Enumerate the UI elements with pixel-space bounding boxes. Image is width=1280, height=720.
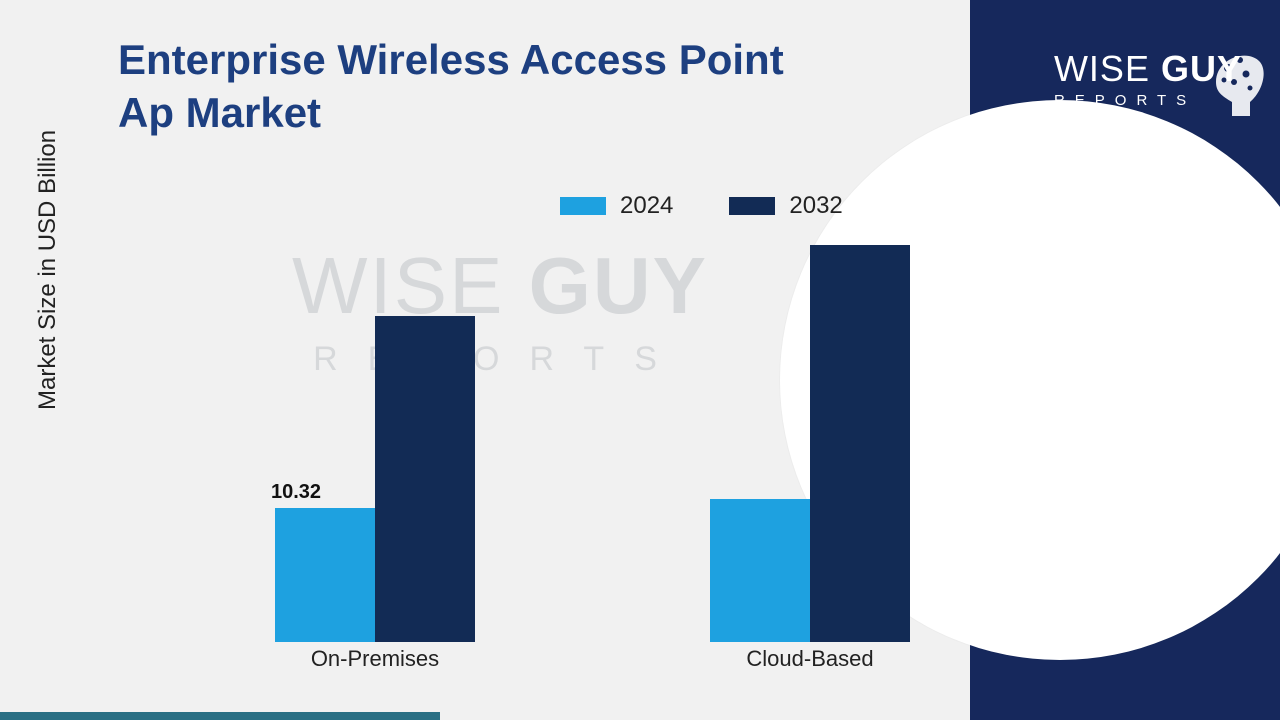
bar-on-premises-2032 — [375, 316, 475, 642]
logo-text-c: REPORTS — [1054, 92, 1242, 109]
bar-cloud-based-2024 — [710, 499, 810, 642]
logo-text-b: GUY — [1161, 48, 1242, 89]
legend-label-2024: 2024 — [620, 192, 673, 220]
bottom-accent-bar — [0, 712, 440, 720]
y-axis-label: Market Size in USD Billion — [34, 130, 62, 410]
legend: 2024 2032 — [560, 192, 843, 220]
legend-swatch-2024 — [560, 197, 606, 215]
bar-label-on-premises-2024: 10.32 — [271, 481, 321, 504]
legend-item-2032: 2032 — [729, 192, 842, 220]
category-label-on-premises: On-Premises — [265, 646, 485, 672]
legend-item-2024: 2024 — [560, 192, 673, 220]
bar-on-premises-2024 — [275, 508, 375, 642]
category-label-cloud-based: Cloud-Based — [700, 646, 920, 672]
chart-canvas: WISE GUY REPORTS Enterprise Wireless Acc… — [0, 0, 1280, 720]
chart-title: Enterprise Wireless Access Point Ap Mark… — [118, 34, 818, 139]
logo-text-a: WISE — [1054, 48, 1150, 89]
brand-logo: WISE GUY REPORTS — [1054, 48, 1242, 109]
legend-swatch-2032 — [729, 197, 775, 215]
bar-cloud-based-2032 — [810, 245, 910, 642]
plot-area: 10.32 On-Premises Cloud-Based — [110, 225, 970, 670]
legend-label-2032: 2032 — [789, 192, 842, 220]
